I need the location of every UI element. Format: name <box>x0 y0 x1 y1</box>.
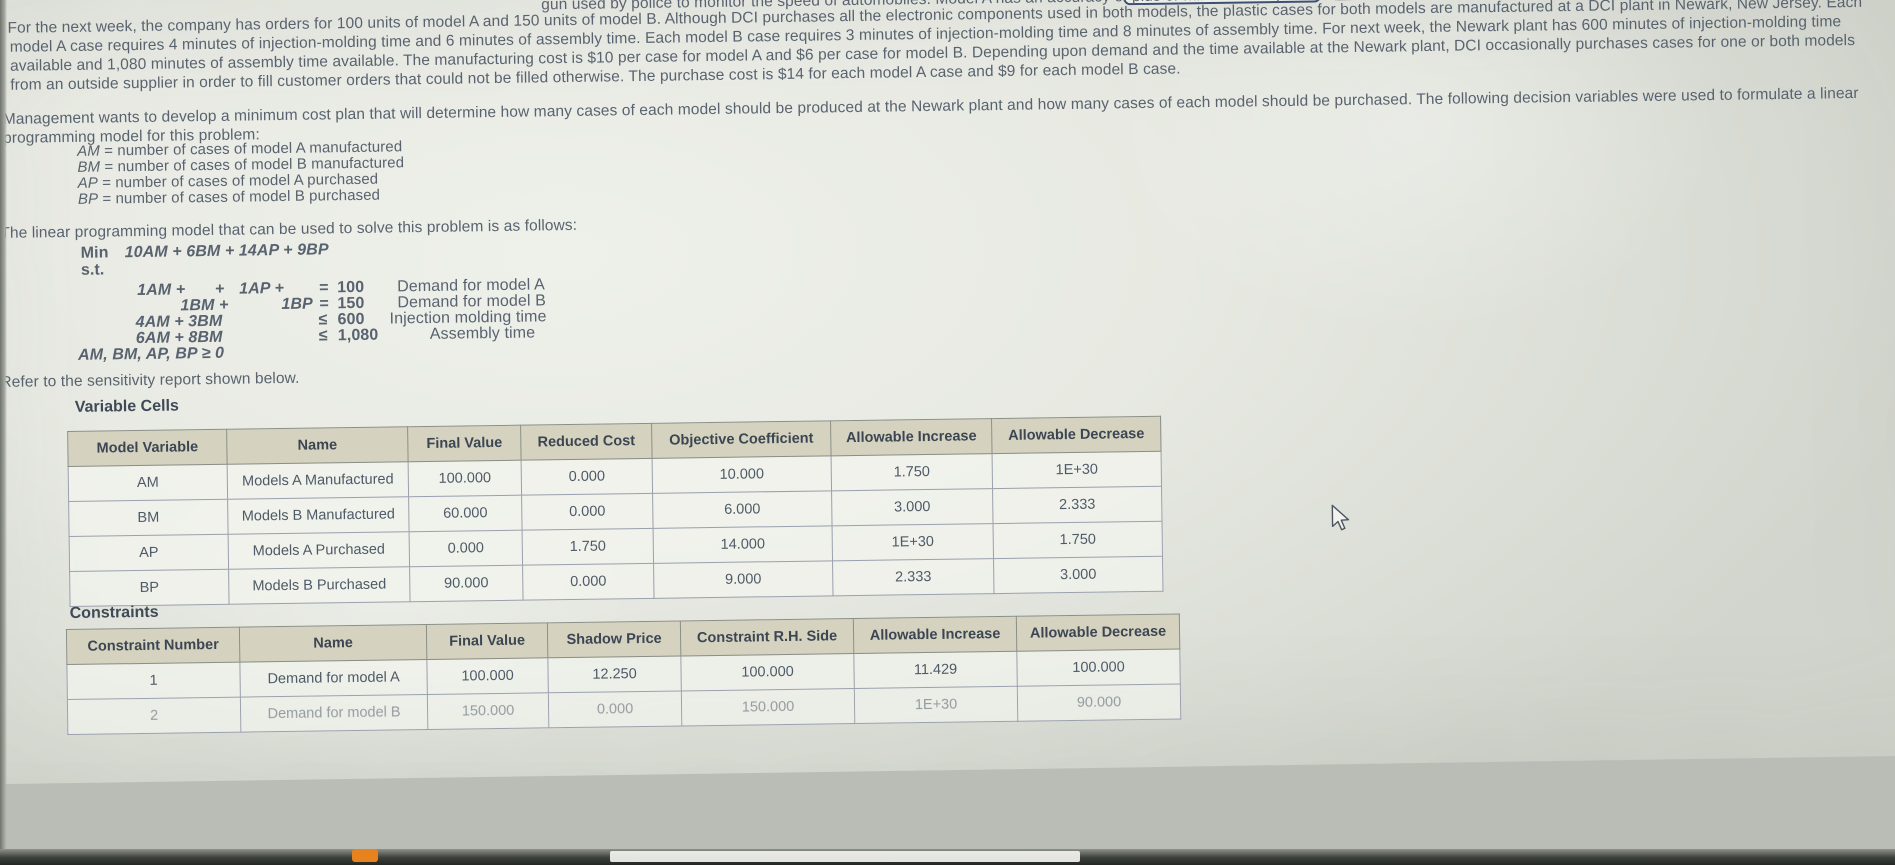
constraints-title: Constraints <box>69 603 159 622</box>
col-allowable-increase: Allowable Increase <box>853 616 1017 654</box>
cell-constraint-number: 2 <box>67 697 241 735</box>
mouse-cursor-icon <box>1330 504 1352 534</box>
cell-name: Demand for model A <box>239 659 428 698</box>
constraint-row-4-rhs: 1,080 <box>337 326 379 345</box>
subject-to-label: s.t. <box>80 261 105 279</box>
cell-name: Models A Manufactured <box>227 461 409 500</box>
cell-allowable-decrease: 2.333 <box>992 486 1163 524</box>
nonnegativity-constraint: AM, BM, AP, BP ≥ 0 <box>77 344 225 364</box>
col-final-value: Final Value <box>407 425 522 462</box>
cell-objective-coefficient: 9.000 <box>653 560 834 599</box>
cell-allowable-increase: 2.333 <box>832 558 994 596</box>
cell-allowable-decrease: 1.750 <box>993 521 1163 559</box>
model-intro-text: The linear programming model that can be… <box>0 216 578 242</box>
constraint-row-4-description: Assembly time <box>429 324 536 343</box>
variable-symbol-bm: BM <box>77 158 101 176</box>
col-model-variable: Model Variable <box>67 429 228 467</box>
constraint-row-1-term1: 1AM + <box>137 281 186 300</box>
col-allowable-increase: Allowable Increase <box>830 418 993 456</box>
cell-constraint-rhs: 100.000 <box>680 653 855 691</box>
cell-reduced-cost: 0.000 <box>521 458 653 496</box>
col-name: Name <box>239 624 427 663</box>
col-allowable-decrease: Allowable Decrease <box>1016 613 1180 652</box>
problem-paragraph-5: Management wants to develop a minimum co… <box>2 84 1859 128</box>
cell-reduced-cost: 0.000 <box>522 563 655 601</box>
horizontal-scrollbar-thumb[interactable] <box>610 851 1080 862</box>
cell-allowable-increase: 3.000 <box>831 488 994 526</box>
variable-cells-table: Model Variable Name Final Value Reduced … <box>67 415 1164 607</box>
cell-model-variable: AM <box>68 464 228 502</box>
taskbar-indicator <box>352 849 378 862</box>
cell-model-variable: BM <box>68 499 229 537</box>
col-constraint-number: Constraint Number <box>66 627 240 665</box>
cell-constraint-number: 1 <box>66 662 241 700</box>
screen-left-edge <box>0 0 7 865</box>
cell-final-value: 0.000 <box>409 530 523 567</box>
cell-final-value: 90.000 <box>409 565 524 602</box>
cell-shadow-price: 0.000 <box>548 690 682 728</box>
objective-label: Min <box>80 244 109 262</box>
cell-reduced-cost: 1.750 <box>522 528 654 566</box>
cell-objective-coefficient: 6.000 <box>652 490 833 529</box>
cell-model-variable: BP <box>69 569 230 607</box>
cell-final-value: 60.000 <box>408 495 523 532</box>
constraint-row-1-term3: 1AP + <box>239 279 285 298</box>
cell-shadow-price: 12.250 <box>547 655 682 693</box>
cell-allowable-increase: 11.429 <box>853 651 1018 689</box>
cell-allowable-increase: 1.750 <box>831 453 993 491</box>
cell-name: Models A Purchased <box>228 531 410 570</box>
cell-allowable-increase: 1E+30 <box>854 686 1018 724</box>
constraint-row-4-relation: ≤ <box>318 327 328 345</box>
cell-objective-coefficient: 10.000 <box>652 455 832 494</box>
col-name: Name <box>226 426 409 465</box>
cell-model-variable: AP <box>69 534 229 572</box>
variable-symbol-bp: BP <box>77 190 99 208</box>
cell-allowable-decrease: 100.000 <box>1016 648 1181 687</box>
cell-allowable-increase: 1E+30 <box>832 523 994 561</box>
objective-expression: 10AM + 6BM + 14AP + 9BP <box>124 241 329 262</box>
constraint-row-2-term4: 1BP <box>281 295 313 314</box>
cell-allowable-decrease: 1E+30 <box>992 451 1162 489</box>
col-final-value: Final Value <box>426 622 548 660</box>
constraints-table: Constraint Number Name Final Value Shado… <box>65 613 1182 736</box>
cell-final-value: 150.000 <box>427 692 549 730</box>
cell-reduced-cost: 0.000 <box>521 493 654 531</box>
cell-name: Demand for model B <box>240 694 428 733</box>
cell-allowable-decrease: 90.000 <box>1017 683 1181 722</box>
variable-cells-title: Variable Cells <box>74 397 179 416</box>
cell-name: Models B Purchased <box>228 566 411 605</box>
col-objective-coefficient: Objective Coefficient <box>651 420 832 459</box>
col-allowable-decrease: Allowable Decrease <box>991 416 1162 454</box>
col-constraint-rhs: Constraint R.H. Side <box>680 618 854 656</box>
variable-text-bp: = number of cases of model B purchased <box>98 186 381 208</box>
cell-allowable-decrease: 3.000 <box>993 556 1163 594</box>
browser-bottom-bar <box>0 849 1895 865</box>
refer-to-report-text: Refer to the sensitivity report shown be… <box>0 369 300 391</box>
col-shadow-price: Shadow Price <box>547 620 681 658</box>
col-reduced-cost: Reduced Cost <box>520 423 653 461</box>
variable-symbol-am: AM <box>77 142 101 160</box>
variable-definition-3: BP = number of cases of model B purchase… <box>78 187 380 208</box>
cell-objective-coefficient: 14.000 <box>653 525 833 564</box>
cell-final-value: 100.000 <box>426 657 549 695</box>
variable-symbol-ap: AP <box>77 174 99 192</box>
cell-constraint-rhs: 150.000 <box>681 688 855 726</box>
cell-final-value: 100.000 <box>408 460 522 497</box>
cell-name: Models B Manufactured <box>227 496 410 535</box>
